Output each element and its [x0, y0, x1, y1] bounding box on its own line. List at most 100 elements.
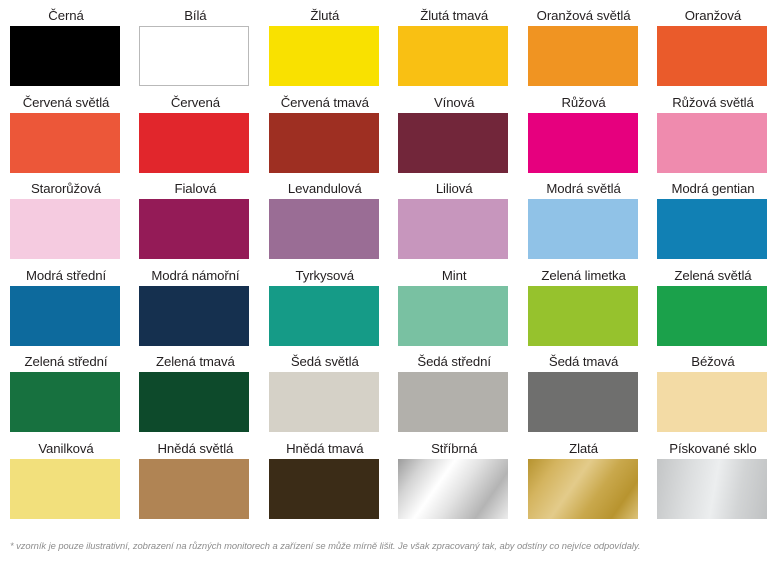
swatch-label: Pískované sklo [669, 440, 757, 456]
swatch-cell[interactable]: Bílá [139, 3, 250, 87]
swatch-color-chip[interactable] [139, 458, 250, 519]
swatch-color-chip[interactable] [10, 458, 120, 519]
swatch-cell[interactable]: Pískované sklo [656, 436, 767, 520]
swatch-color-chip[interactable] [656, 26, 767, 86]
swatch-cell[interactable]: Šedá světlá [268, 349, 379, 433]
swatch-cell[interactable]: Zlatá [527, 436, 638, 520]
swatch-label: Fialová [174, 181, 217, 197]
swatch-color-chip[interactable] [10, 112, 120, 173]
swatch-color-chip[interactable] [139, 112, 250, 173]
swatch-color-chip[interactable] [398, 285, 509, 346]
swatch-color-chip[interactable] [268, 285, 379, 346]
swatch-cell[interactable]: Hnědá tmavá [268, 436, 379, 520]
swatch-label: Růžová světlá [672, 94, 754, 110]
swatch-label: Černá [48, 8, 84, 23]
swatch-color-chip[interactable] [527, 112, 638, 173]
swatch-color-chip[interactable] [268, 112, 379, 173]
swatch-color-chip[interactable] [10, 372, 120, 433]
swatch-cell[interactable]: Zelená střední [10, 349, 120, 433]
swatch-color-chip[interactable] [656, 112, 767, 173]
swatch-label: Levandulová [287, 181, 362, 197]
swatch-cell[interactable]: Růžová světlá [656, 90, 767, 174]
swatch-color-chip[interactable] [527, 372, 638, 433]
swatch-cell[interactable]: Modrá gentian [656, 176, 767, 260]
swatch-label: Hnědá světlá [157, 440, 234, 456]
swatch-label: Zelená limetka [541, 267, 626, 283]
swatch-color-chip[interactable] [527, 285, 638, 346]
swatch-color-chip[interactable] [10, 199, 120, 260]
swatch-cell[interactable]: Liliová [398, 176, 509, 260]
swatch-label: Zelená střední [24, 354, 108, 370]
swatch-cell[interactable]: Šedá střední [398, 349, 509, 433]
swatch-color-chip[interactable] [656, 285, 767, 346]
swatch-cell[interactable]: Zelená světlá [656, 263, 767, 347]
swatch-cell[interactable]: Tyrkysová [268, 263, 379, 347]
swatch-color-chip[interactable] [398, 199, 509, 260]
swatch-cell[interactable]: Vínová [398, 90, 509, 174]
swatch-label: Liliová [435, 181, 473, 197]
swatch-color-chip[interactable] [398, 26, 509, 86]
swatch-label: Zelená tmavá [156, 354, 235, 370]
swatch-cell[interactable]: Šedá tmavá [527, 349, 638, 433]
swatch-label: Vínová [433, 94, 475, 110]
footnote-disclaimer: * vzorník je pouze ilustrativní, zobraze… [10, 540, 641, 551]
swatch-cell[interactable]: Starorůžová [10, 176, 120, 260]
swatch-label: Mint [441, 267, 467, 283]
swatch-label: Stříbrná [431, 440, 478, 456]
swatch-label: Zlatá [569, 440, 598, 456]
swatch-cell[interactable]: Modrá námořní [139, 263, 250, 347]
swatch-cell[interactable]: Červená [139, 90, 250, 174]
swatch-cell[interactable]: Žlutá [268, 3, 379, 87]
swatch-color-chip[interactable] [139, 285, 250, 346]
swatch-cell[interactable]: Stříbrná [398, 436, 509, 520]
swatch-cell[interactable]: Mint [398, 263, 509, 347]
swatch-color-chip[interactable] [10, 26, 120, 86]
swatch-cell[interactable]: Oranžová [656, 3, 767, 87]
swatch-color-chip[interactable] [656, 458, 767, 519]
swatch-color-chip[interactable] [398, 112, 509, 173]
swatch-label: Zelená světlá [674, 267, 752, 283]
swatch-label: Žlutá [310, 8, 340, 23]
swatch-cell[interactable]: Červená světlá [10, 90, 120, 174]
swatch-label: Šedá střední [417, 354, 491, 370]
swatch-color-chip[interactable] [527, 26, 638, 86]
swatch-cell[interactable]: Oranžová světlá [527, 3, 638, 87]
swatch-label: Žlutá tmavá [420, 8, 489, 23]
swatch-label: Červená [170, 94, 220, 110]
swatch-color-chip[interactable] [398, 458, 509, 519]
swatch-color-chip[interactable] [656, 199, 767, 260]
swatch-cell[interactable]: Černá [10, 3, 120, 87]
swatch-cell[interactable]: Vanilková [10, 436, 120, 520]
swatch-color-chip[interactable] [268, 26, 379, 86]
swatch-label: Oranžová světlá [536, 8, 631, 23]
swatch-label: Vanilková [38, 440, 94, 456]
swatch-color-chip[interactable] [268, 199, 379, 260]
swatch-cell[interactable]: Růžová [527, 90, 638, 174]
swatch-cell[interactable]: Zelená limetka [527, 263, 638, 347]
swatch-cell[interactable]: Fialová [139, 176, 250, 260]
swatch-color-chip[interactable] [268, 372, 379, 433]
swatch-color-chip[interactable] [139, 199, 250, 260]
swatch-color-chip[interactable] [139, 372, 250, 433]
swatch-grid: Černá Bílá Žlutá Žlutá tmavá Oranžová světlá… [10, 3, 767, 520]
swatch-color-chip[interactable] [527, 199, 638, 260]
swatch-cell[interactable]: Béžová [656, 349, 767, 433]
swatch-cell[interactable]: Modrá střední [10, 263, 120, 347]
swatch-cell[interactable]: Hnědá světlá [139, 436, 250, 520]
swatch-cell[interactable]: Zelená tmavá [139, 349, 250, 433]
swatch-color-chip[interactable] [139, 26, 250, 86]
swatch-cell[interactable]: Modrá světlá [527, 176, 638, 260]
swatch-cell[interactable]: Žlutá tmavá [398, 3, 509, 87]
swatch-color-chip[interactable] [10, 285, 120, 346]
swatch-cell[interactable]: Červená tmavá [268, 90, 379, 174]
swatch-cell[interactable]: Levandulová [268, 176, 379, 260]
swatch-label: Modrá námořní [151, 267, 240, 283]
swatch-label: Modrá střední [25, 267, 107, 283]
swatch-color-chip[interactable] [268, 458, 379, 519]
swatch-color-chip[interactable] [398, 372, 509, 433]
swatch-color-chip[interactable] [656, 372, 767, 433]
swatch-label: Starorůžová [30, 181, 101, 197]
swatch-label: Modrá gentian [671, 181, 755, 197]
swatch-color-chip[interactable] [527, 458, 638, 519]
swatch-label: Oranžová [684, 8, 742, 23]
